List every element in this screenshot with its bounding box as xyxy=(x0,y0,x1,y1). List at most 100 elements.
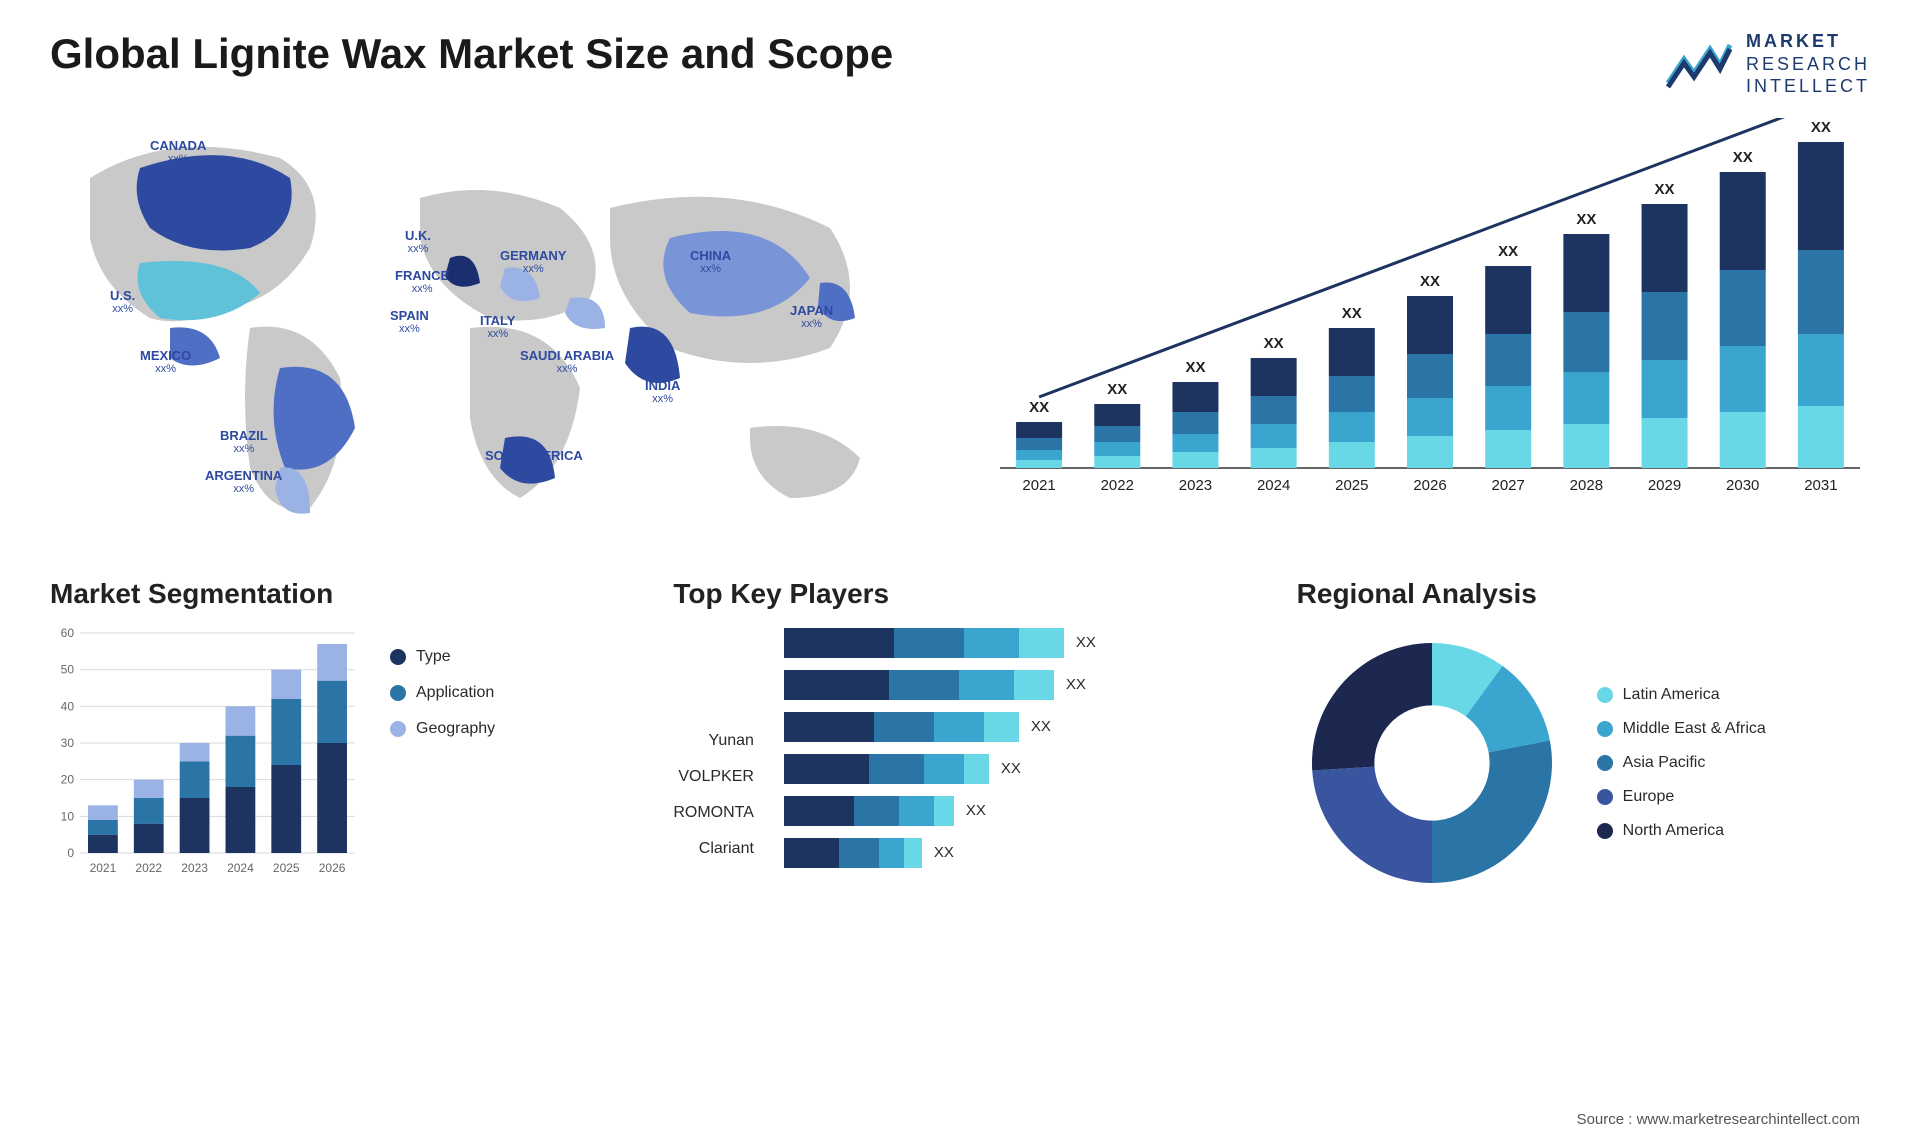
player-name: VOLPKER xyxy=(673,768,754,786)
player-bar-row: XX xyxy=(784,796,1247,826)
segmentation-body: 0102030405060202120222023202420252026 Ty… xyxy=(50,628,623,878)
brand-logo-text: MARKET RESEARCH INTELLECT xyxy=(1746,30,1870,98)
svg-text:XX: XX xyxy=(1420,273,1440,290)
map-label-france: FRANCExx% xyxy=(395,268,449,295)
segmentation-legend-item: Application xyxy=(390,684,495,702)
map-label-argentina: ARGENTINAxx% xyxy=(205,468,282,495)
world-map-panel: CANADAxx% U.S.xx% MEXICOxx% BRAZILxx% ARGENT… xyxy=(50,118,930,538)
player-bar-row: XX xyxy=(784,628,1247,658)
svg-text:XX: XX xyxy=(1498,243,1518,260)
map-label-saudi-arabia: SAUDI ARABIAxx% xyxy=(520,348,614,375)
source-footer: Source : www.marketresearchintellect.com xyxy=(1577,1111,1860,1128)
segmentation-legend-item: Type xyxy=(390,648,495,666)
segmentation-title: Market Segmentation xyxy=(50,578,623,610)
map-label-china: CHINAxx% xyxy=(690,248,731,275)
regional-legend-item: Asia Pacific xyxy=(1597,754,1766,772)
svg-text:0: 0 xyxy=(67,846,74,860)
regional-panel: Regional Analysis Latin America Middle Ea… xyxy=(1297,578,1870,898)
player-bar-value: XX xyxy=(1066,676,1086,693)
svg-text:XX: XX xyxy=(1342,305,1362,322)
svg-text:2029: 2029 xyxy=(1648,477,1681,494)
svg-text:60: 60 xyxy=(61,628,75,640)
svg-text:2023: 2023 xyxy=(1179,477,1212,494)
brand-line-3: INTELLECT xyxy=(1746,75,1870,98)
svg-text:XX: XX xyxy=(1811,119,1831,136)
map-label-canada: CANADAxx% xyxy=(150,138,206,165)
svg-text:10: 10 xyxy=(61,809,75,823)
top-row: CANADAxx% U.S.xx% MEXICOxx% BRAZILxx% ARGENT… xyxy=(50,118,1870,538)
regional-legend-item: Middle East & Africa xyxy=(1597,720,1766,738)
regional-legend-item: Europe xyxy=(1597,788,1766,806)
map-label-u-k-: U.K.xx% xyxy=(405,228,431,255)
svg-text:XX: XX xyxy=(1733,149,1753,166)
svg-text:2021: 2021 xyxy=(1022,477,1055,494)
player-name: ROMONTA xyxy=(673,804,754,822)
player-bar-value: XX xyxy=(1031,718,1051,735)
player-bar-row: XX xyxy=(784,754,1247,784)
segmentation-panel: Market Segmentation 0 10 20 30 40 50 60 2021 202… xyxy=(50,578,623,898)
svg-text:XX: XX xyxy=(1185,359,1205,376)
svg-text:20: 20 xyxy=(61,772,75,786)
svg-text:30: 30 xyxy=(61,736,75,750)
forecast-chart-svg: XX2021XX2022XX2023XX2024XX2025XX2026XX20… xyxy=(990,118,1870,538)
svg-text:2028: 2028 xyxy=(1570,477,1603,494)
map-label-u-s-: U.S.xx% xyxy=(110,288,135,315)
players-names: Yunan VOLPKER ROMONTA Clariant xyxy=(673,628,754,868)
forecast-chart: XX2021XX2022XX2023XX2024XX2025XX2026XX20… xyxy=(990,118,1870,538)
map-label-india: INDIAxx% xyxy=(645,378,680,405)
svg-text:2026: 2026 xyxy=(319,861,346,875)
map-label-mexico: MEXICOxx% xyxy=(140,348,191,375)
map-label-germany: GERMANYxx% xyxy=(500,248,566,275)
map-label-south-africa: SOUTH AFRICAxx% xyxy=(485,448,583,475)
svg-text:XX: XX xyxy=(1264,335,1284,352)
svg-text:2025: 2025 xyxy=(273,861,300,875)
player-name: Yunan xyxy=(673,732,754,750)
brand-logo-icon xyxy=(1664,39,1734,89)
player-bar-row: XX xyxy=(784,838,1247,868)
page-title: Global Lignite Wax Market Size and Scope xyxy=(50,30,893,78)
map-label-spain: SPAINxx% xyxy=(390,308,429,335)
svg-text:XX: XX xyxy=(1576,211,1596,228)
players-title: Top Key Players xyxy=(673,578,1246,610)
svg-text:2025: 2025 xyxy=(1335,477,1368,494)
regional-donut-svg xyxy=(1297,628,1567,898)
player-bar-value: XX xyxy=(934,844,954,861)
map-label-japan: JAPANxx% xyxy=(790,303,833,330)
brand-logo: MARKET RESEARCH INTELLECT xyxy=(1664,30,1870,98)
regional-legend: Latin America Middle East & Africa Asia Pa… xyxy=(1597,686,1766,840)
svg-text:2024: 2024 xyxy=(227,861,254,875)
svg-text:XX: XX xyxy=(1029,399,1049,416)
player-bar-row: XX xyxy=(784,712,1247,742)
map-label-italy: ITALYxx% xyxy=(480,313,515,340)
regional-legend-item: Latin America xyxy=(1597,686,1766,704)
svg-text:XX: XX xyxy=(1655,181,1675,198)
svg-text:2031: 2031 xyxy=(1804,477,1837,494)
regional-legend-item: North America xyxy=(1597,822,1766,840)
player-bar-value: XX xyxy=(1001,760,1021,777)
header-row: Global Lignite Wax Market Size and Scope… xyxy=(50,30,1870,98)
svg-text:XX: XX xyxy=(1107,381,1127,398)
player-bar-row: XX xyxy=(784,670,1247,700)
brand-line-2: RESEARCH xyxy=(1746,53,1870,76)
svg-text:50: 50 xyxy=(61,662,75,676)
players-bars: XX XX XX XX XX XX xyxy=(784,628,1247,868)
svg-text:2026: 2026 xyxy=(1413,477,1446,494)
svg-text:2024: 2024 xyxy=(1257,477,1290,494)
player-bar-value: XX xyxy=(1076,634,1096,651)
regional-title: Regional Analysis xyxy=(1297,578,1870,610)
regional-body: Latin America Middle East & Africa Asia Pa… xyxy=(1297,628,1870,898)
segmentation-legend: Type Application Geography xyxy=(390,628,495,878)
players-body: Yunan VOLPKER ROMONTA Clariant XX XX XX XX XX XX xyxy=(673,628,1246,868)
brand-line-1: MARKET xyxy=(1746,30,1870,53)
svg-text:2021: 2021 xyxy=(90,861,117,875)
player-name: Clariant xyxy=(673,840,754,858)
segmentation-chart-svg: 0102030405060202120222023202420252026 xyxy=(50,628,360,878)
player-bar-value: XX xyxy=(966,802,986,819)
svg-text:2023: 2023 xyxy=(181,861,208,875)
svg-text:40: 40 xyxy=(61,699,75,713)
segmentation-legend-item: Geography xyxy=(390,720,495,738)
bottom-row: Market Segmentation 0 10 20 30 40 50 60 2021 202… xyxy=(50,578,1870,898)
players-panel: Top Key Players Yunan VOLPKER ROMONTA Clari… xyxy=(673,578,1246,898)
map-label-brazil: BRAZILxx% xyxy=(220,428,268,455)
svg-text:2027: 2027 xyxy=(1491,477,1524,494)
